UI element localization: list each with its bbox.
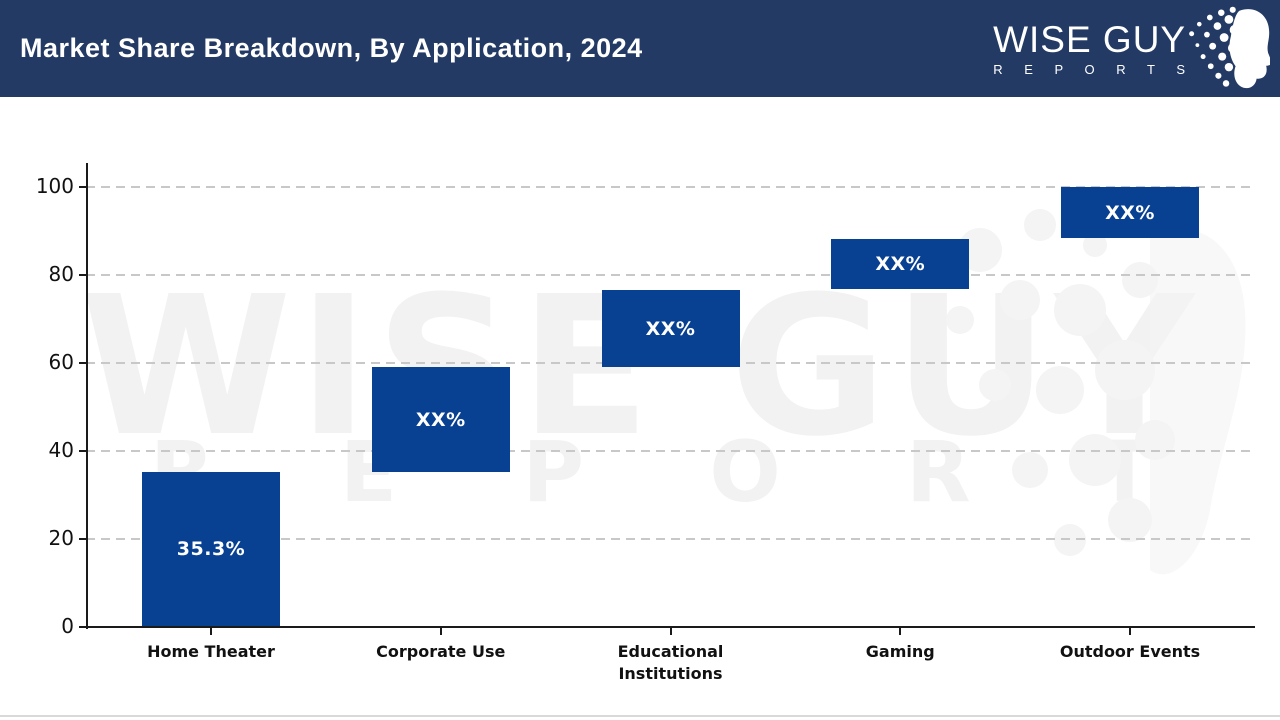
y-tick-20 bbox=[79, 538, 86, 540]
gridline-20 bbox=[86, 538, 1255, 540]
y-tick-label-100: 100 bbox=[35, 174, 74, 198]
bar-label-home-theater: 35.3% bbox=[176, 538, 246, 561]
y-tick-label-20: 20 bbox=[48, 526, 74, 550]
y-tick-80 bbox=[79, 274, 86, 276]
brand-logo: WISE GUY R E P O R T S bbox=[985, 4, 1270, 94]
bar-label-educational-institutions: XX% bbox=[645, 317, 696, 340]
x-tick-outdoor-events bbox=[1129, 628, 1131, 635]
x-tick-corporate-use bbox=[439, 628, 442, 635]
x-tick-educational-institutions bbox=[669, 628, 672, 635]
y-tick-label-60: 60 bbox=[48, 350, 74, 374]
y-tick-label-80: 80 bbox=[48, 262, 74, 286]
brand-subtitle: R E P O R T S bbox=[993, 62, 1194, 77]
bar-home-theater bbox=[142, 471, 280, 627]
bar-label-corporate-use: XX% bbox=[415, 408, 466, 431]
x-tick-gaming bbox=[899, 628, 902, 635]
y-tick-label-40: 40 bbox=[48, 438, 74, 462]
gridline-100 bbox=[86, 186, 1255, 188]
brand-face-icon bbox=[1189, 6, 1270, 88]
bar-outdoor-events bbox=[1061, 187, 1199, 239]
x-tick-home-theater bbox=[210, 628, 212, 635]
gridline-40 bbox=[86, 450, 1255, 452]
page-title: Market Share Breakdown, By Application, … bbox=[20, 33, 643, 63]
y-axis-line bbox=[86, 163, 88, 629]
y-tick-label-0: 0 bbox=[61, 614, 74, 638]
y-tick-40 bbox=[79, 450, 86, 452]
x-label-gaming: Gaming bbox=[865, 642, 935, 661]
y-tick-100 bbox=[79, 186, 86, 188]
x-label-corporate-use: Corporate Use bbox=[376, 642, 506, 661]
x-label-educational-institutions: Educational Institutions bbox=[617, 642, 724, 683]
x-axis-line bbox=[86, 626, 1255, 628]
x-label-home-theater: Home Theater bbox=[147, 642, 275, 661]
y-tick-60 bbox=[79, 362, 86, 364]
bar-gaming bbox=[831, 238, 970, 290]
gridline-80 bbox=[86, 274, 1255, 276]
brand-name: WISE GUY bbox=[993, 19, 1187, 60]
brand-logo-text: WISE GUY R E P O R T S bbox=[985, 21, 1194, 76]
y-tick-0 bbox=[79, 626, 86, 628]
watermark-face-icon bbox=[946, 209, 1246, 575]
header-bar: Market Share Breakdown, By Application, … bbox=[0, 0, 1280, 97]
bar-educational-institutions bbox=[601, 289, 740, 368]
bar-label-outdoor-events: XX% bbox=[1105, 201, 1155, 224]
x-label-outdoor-events: Outdoor Events bbox=[1059, 642, 1201, 661]
bar-corporate-use bbox=[371, 367, 510, 472]
footer-divider bbox=[0, 715, 1280, 717]
bar-label-gaming: XX% bbox=[875, 252, 926, 275]
